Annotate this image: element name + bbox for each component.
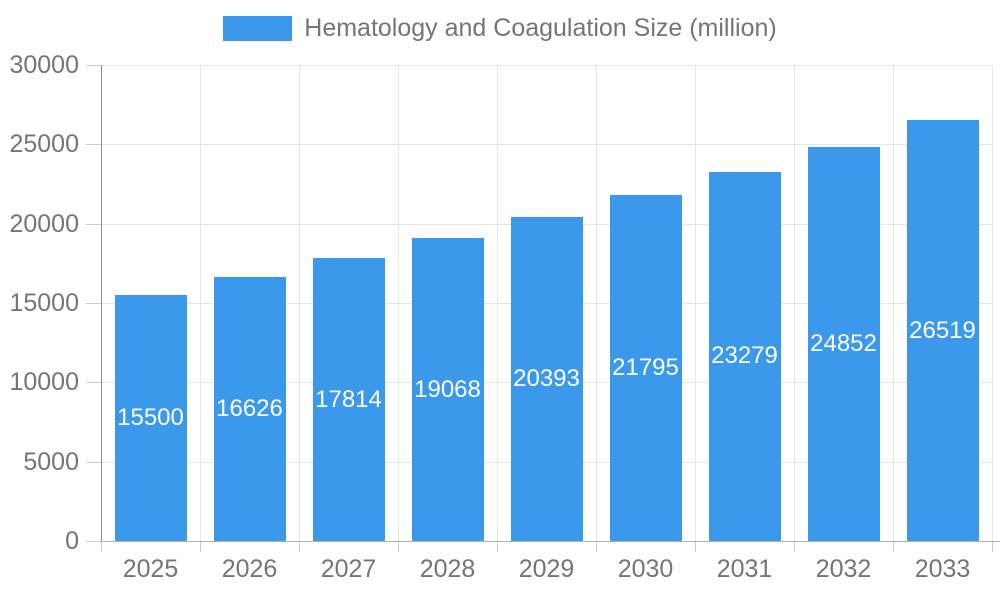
- x-tick-mark: [992, 542, 993, 552]
- y-tick-mark: [86, 541, 101, 542]
- bar-2031: 23279: [708, 171, 781, 541]
- x-tick-label: 2027: [320, 555, 377, 583]
- x-tick-mark: [596, 542, 597, 552]
- y-tick-label: 20000: [9, 209, 79, 238]
- bar-value-label: 24852: [810, 329, 877, 357]
- x-gridline: [893, 65, 894, 541]
- x-tick-label: 2029: [518, 555, 575, 583]
- x-tick-mark: [101, 542, 102, 552]
- x-tick-mark: [794, 542, 795, 552]
- x-gridline: [497, 65, 498, 541]
- y-tick-mark: [86, 303, 101, 304]
- y-gridline: [101, 65, 992, 66]
- x-gridline: [695, 65, 696, 541]
- y-tick-label: 15000: [9, 289, 79, 317]
- bar-value-label: 17814: [315, 385, 382, 413]
- x-tick-mark: [497, 542, 498, 552]
- bar-2025: 15500: [114, 295, 187, 541]
- y-tick-mark: [86, 144, 101, 146]
- bar-2029: 20393: [510, 217, 583, 541]
- bar-value-label: 15500: [117, 404, 184, 432]
- bar-2033: 26519: [906, 120, 979, 541]
- y-gridline: [101, 144, 992, 146]
- bar-2030: 21795: [609, 195, 682, 541]
- x-tick-label: 2026: [221, 555, 278, 583]
- x-gridline: [299, 65, 300, 541]
- legend-swatch-icon: [223, 16, 293, 41]
- x-tick-mark: [695, 542, 696, 552]
- y-tick-label: 5000: [23, 447, 79, 476]
- bar-2027: 17814: [312, 258, 385, 541]
- plot-area: 15500 2025 16626 2026 17814 2027 19068 2028 2039…: [86, 65, 1000, 583]
- x-gridline: [794, 65, 795, 541]
- y-axis-line: [101, 65, 102, 550]
- x-tick-label: 2032: [815, 555, 872, 583]
- bar-2032: 24852: [807, 146, 880, 541]
- bar-2026: 16626: [213, 277, 286, 541]
- bar-2028: 19068: [411, 238, 484, 541]
- x-gridline: [398, 65, 399, 541]
- x-gridline: [200, 65, 201, 541]
- x-tick-label: 2025: [122, 555, 179, 583]
- y-tick-mark: [86, 223, 101, 225]
- x-gridline: [992, 65, 993, 541]
- bar-value-label: 16626: [216, 395, 283, 423]
- y-tick-mark: [86, 461, 101, 463]
- x-tick-label: 2033: [914, 555, 971, 583]
- legend-label: Hematology and Coagulation Size (million…: [304, 14, 777, 42]
- bar-value-label: 26519: [909, 316, 976, 344]
- x-tick-label: 2030: [617, 555, 674, 583]
- x-axis-line: [95, 541, 1000, 542]
- x-tick-mark: [299, 542, 300, 552]
- bar-value-label: 21795: [612, 354, 679, 382]
- x-gridline: [596, 65, 597, 541]
- bar-value-label: 23279: [711, 342, 778, 370]
- y-tick-label: 25000: [9, 130, 79, 159]
- x-tick-label: 2031: [716, 555, 773, 583]
- x-tick-mark: [200, 542, 201, 552]
- y-tick-label: 10000: [9, 368, 79, 397]
- x-tick-label: 2028: [419, 555, 476, 583]
- y-tick-mark: [86, 65, 101, 66]
- legend[interactable]: Hematology and Coagulation Size (million…: [0, 14, 1000, 43]
- bar-value-label: 20393: [513, 365, 580, 393]
- y-tick-mark: [86, 382, 101, 384]
- y-tick-label: 30000: [9, 51, 79, 79]
- y-tick-label: 0: [65, 527, 79, 555]
- x-tick-mark: [893, 542, 894, 552]
- x-tick-mark: [398, 542, 399, 552]
- bar-value-label: 19068: [414, 375, 481, 403]
